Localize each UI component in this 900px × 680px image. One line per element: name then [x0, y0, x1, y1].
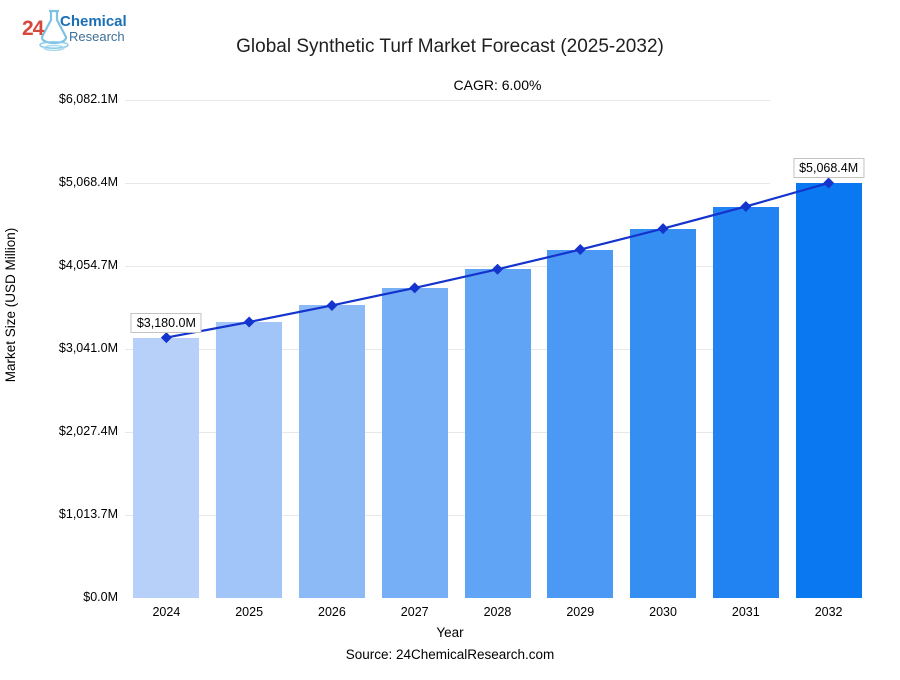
bar-2025: [216, 322, 283, 598]
bar-2026: [298, 305, 365, 598]
data-point-marker: [326, 299, 338, 311]
x-tick-label-2029: 2029: [566, 605, 595, 619]
x-tick-label-2026: 2026: [318, 605, 346, 619]
logo-text-chemical: Chemical: [60, 13, 127, 30]
gridline: [125, 183, 770, 184]
x-tick-label-2025: 2025: [235, 605, 264, 619]
bar-2030: [630, 228, 697, 598]
bar-2032: [795, 183, 862, 598]
x-axis-title: Year: [436, 625, 464, 640]
y-tick-label: $3,041.0M: [58, 341, 118, 355]
x-tick-label-2027: 2027: [400, 605, 429, 619]
y-tick-label: $1,013.7M: [58, 506, 118, 521]
data-point-marker: [574, 244, 586, 256]
source-note: Source: 24ChemicalResearch.com: [345, 647, 555, 662]
x-tick-label-2032: 2032: [814, 605, 843, 619]
gridline: [125, 100, 770, 101]
x-tick-label-2024: 2024: [152, 605, 181, 619]
plot-area: 2024 2025 2026 2027 2028 2029 2030 2031 2032 $3,1…: [125, 100, 870, 619]
logo-text-research: Research: [69, 29, 125, 44]
x-tick-label-2028: 2028: [483, 605, 512, 619]
y-tick-label: $2,027.4M: [58, 423, 118, 438]
gridline: [125, 266, 770, 267]
value-callout: $3,180.0M: [130, 312, 202, 333]
data-point-marker: [740, 200, 752, 212]
y-tick-label: $5,068.4M: [58, 175, 118, 189]
data-point-marker: [409, 282, 421, 294]
y-tick-labels: $0.0M $1,013.7M $2,027.4M $3,041.0M $4,054.7…: [0, 92, 118, 604]
y-tick-label: $0.0M: [83, 590, 118, 604]
y-tick-label: $4,054.7M: [58, 258, 118, 272]
x-tick-label-2031: 2031: [731, 605, 760, 619]
bar-2029: [547, 249, 614, 598]
data-point-marker: [823, 177, 835, 189]
x-tick-label-2030: 2030: [649, 605, 677, 619]
data-point-marker: [657, 223, 669, 235]
data-point-marker: [492, 263, 503, 275]
bar-2028: [464, 269, 531, 598]
data-point-marker: [160, 332, 172, 344]
value-callout: $5,068.4M: [793, 158, 865, 178]
bar-2031: [712, 206, 779, 598]
flask-icon: [39, 9, 69, 52]
data-point-marker: [243, 316, 255, 328]
logo: 24 Chemical Research: [22, 6, 142, 52]
chart-subtitle: CAGR: 6.00%: [453, 77, 542, 93]
bar-2024: [133, 337, 200, 598]
bar-2027: [381, 287, 448, 598]
logo-number: 24: [22, 17, 44, 40]
y-tick-label: $6,082.1M: [58, 92, 118, 106]
trend-line: [160, 177, 835, 344]
chart-title: Global Synthetic Turf Market Forecast (2…: [236, 36, 664, 57]
